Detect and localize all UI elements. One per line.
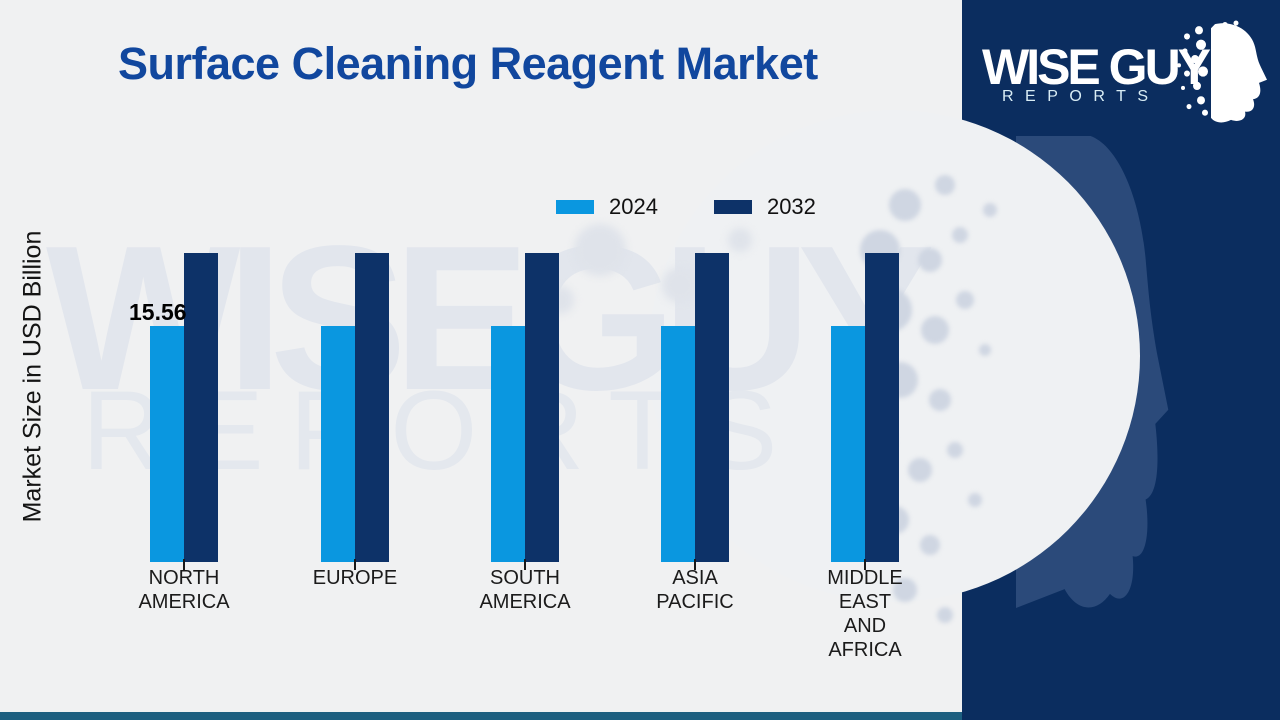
x-axis-tick (183, 559, 185, 570)
category-label-europe: EUROPE (312, 567, 398, 589)
category-label-middle-east-and-africa: MIDDLE EAST AND AFRICA (827, 567, 903, 661)
watermark-dot (728, 228, 752, 252)
x-axis-tick (354, 559, 356, 570)
category-label-north-america: NORTH AMERICA (138, 567, 230, 613)
watermark-dot (574, 224, 626, 276)
x-axis-tick (694, 559, 696, 570)
watermark-dot (889, 189, 921, 221)
watermark-dot (979, 344, 991, 356)
watermark-dot (921, 316, 949, 344)
bar-2032-europe (355, 253, 389, 562)
page-title: Surface Cleaning Reagent Market (118, 38, 818, 89)
watermark-dot (952, 227, 968, 243)
watermark-dot (920, 535, 940, 555)
watermark-dot (947, 442, 963, 458)
watermark-dot (937, 607, 953, 623)
bar-2032-middle-east-and-africa (865, 253, 899, 562)
watermark-dot (968, 493, 982, 507)
watermark-dot (956, 291, 974, 309)
category-label-south-america: SOUTH AMERICA (479, 567, 571, 613)
bar-2024-middle-east-and-africa (831, 326, 865, 562)
legend-swatch-2024 (556, 200, 594, 214)
bar-chart-plot-area: NORTH AMERICA EUROPE SOUTH AMERICA ASIA PAC… (129, 253, 903, 661)
logo-wordmark: WISE GUY (982, 39, 1211, 95)
bar-2024-europe (321, 326, 355, 562)
logo-subtitle: REPORTS (1002, 88, 1160, 105)
watermark-dot (908, 458, 932, 482)
logo-head-icon (1177, 20, 1267, 123)
bar-value-label: 15.56 (129, 299, 187, 325)
legend-swatch-2032 (713, 200, 752, 214)
watermark-dot (935, 175, 955, 195)
bar-2032-south-america (525, 253, 559, 562)
bar-2032-north-america (184, 253, 218, 562)
watermark-dot (983, 203, 997, 217)
watermark-dot (662, 267, 698, 303)
watermark-dot (929, 389, 951, 411)
bar-2024-south-america (491, 326, 525, 562)
watermark-dot (893, 578, 917, 602)
legend-label-2024: 2024 (609, 194, 658, 219)
legend-label-2032: 2032 (766, 194, 816, 219)
bottom-accent-strip (0, 712, 962, 720)
x-axis-tick (524, 559, 526, 570)
bar-2032-asia-pacific (695, 253, 729, 562)
bar-2024-north-america (150, 326, 184, 562)
watermark-dot (918, 248, 942, 272)
category-label-asia-pacific: ASIA PACIFIC (656, 567, 734, 613)
bar-2024-asia-pacific (661, 326, 695, 562)
legend: 2024 2032 (556, 194, 816, 220)
x-axis-tick (864, 559, 866, 570)
